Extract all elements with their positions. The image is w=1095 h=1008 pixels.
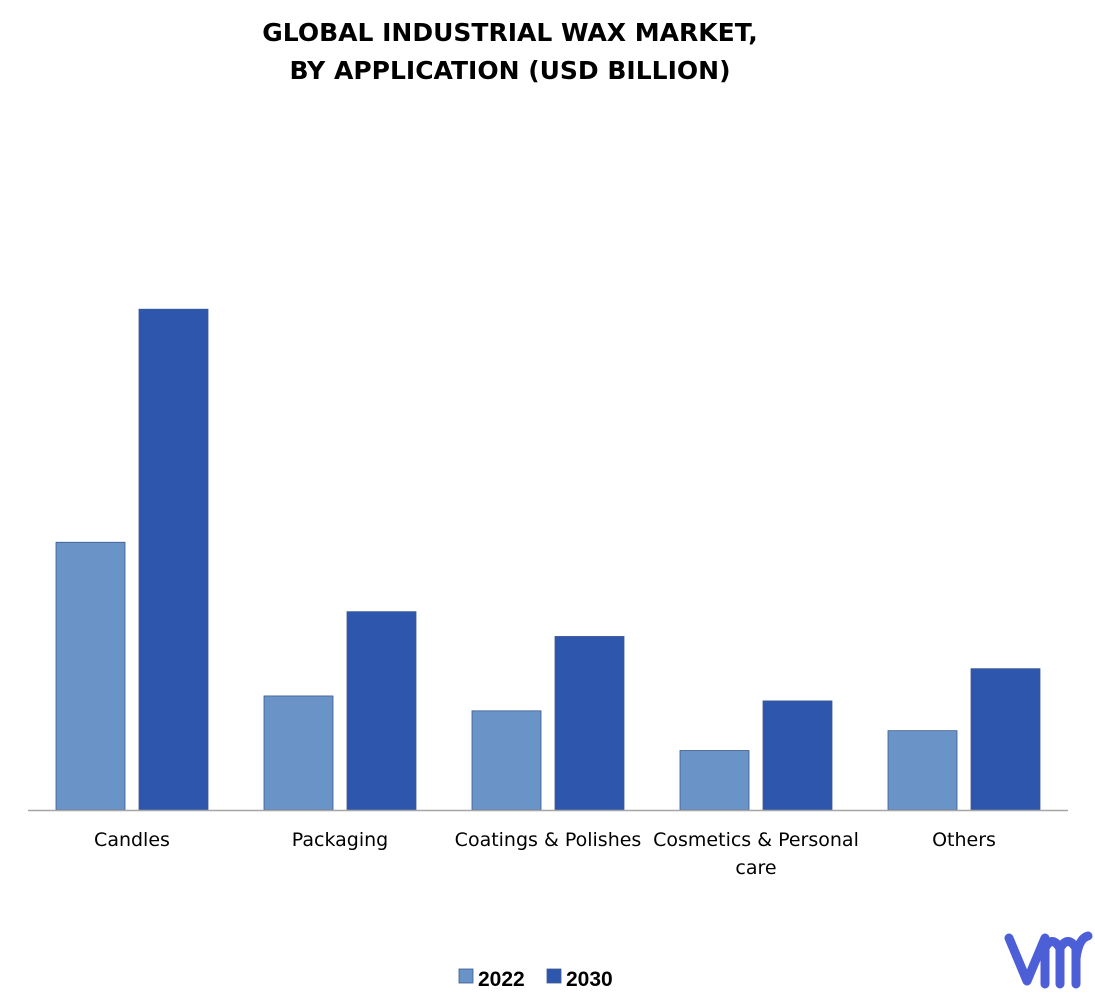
- bar-2022-3: [679, 750, 750, 811]
- bar-2022-2: [471, 710, 542, 811]
- category-label-2-0: Coatings & Polishes: [455, 829, 642, 851]
- legend-swatch-2030: [546, 968, 562, 984]
- category-label-4-0: Others: [932, 829, 996, 851]
- bar-2030-0: [138, 308, 209, 811]
- legend-label-2022: 2022: [478, 968, 525, 991]
- legend-label-2030: 2030: [566, 968, 613, 991]
- bar-2022-1: [263, 695, 334, 811]
- category-label-1-0: Packaging: [292, 829, 388, 851]
- bar-2030-4: [970, 668, 1041, 811]
- legend-swatch-2022: [458, 968, 474, 984]
- chart-title-line-2: BY APPLICATION (USD BILLION): [289, 56, 730, 85]
- category-label-3-0: Cosmetics & Personal: [653, 829, 859, 851]
- bar-2030-1: [346, 611, 417, 811]
- bars-group: [55, 308, 1041, 811]
- category-labels: Candles Packaging Coatings & Polishes Cosme…: [94, 829, 996, 879]
- bar-2030-3: [762, 700, 833, 811]
- category-label-3-1: care: [735, 857, 776, 879]
- chart-title-line-1: GLOBAL INDUSTRIAL WAX MARKET,: [262, 18, 757, 47]
- legend: 2022 2030: [458, 968, 613, 991]
- category-label-0-0: Candles: [94, 829, 170, 851]
- bar-2022-4: [887, 730, 958, 811]
- bar-2022-0: [55, 541, 126, 811]
- vmr-logo: [1004, 931, 1093, 989]
- bar-2030-2: [554, 636, 625, 811]
